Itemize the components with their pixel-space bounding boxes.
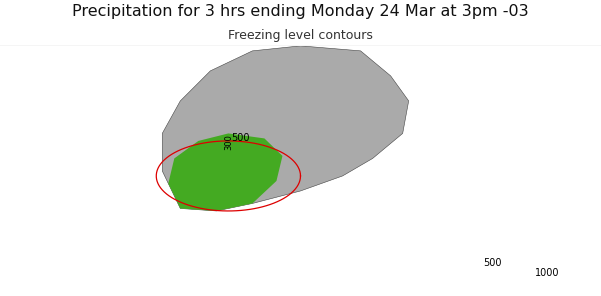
Text: 300: 300	[224, 135, 233, 150]
Text: 500: 500	[231, 133, 249, 143]
Text: Precipitation for 3 hrs ending Monday 24 Mar at 3pm -03: Precipitation for 3 hrs ending Monday 24…	[72, 4, 529, 19]
Polygon shape	[168, 133, 282, 211]
Text: Freezing level contours: Freezing level contours	[228, 29, 373, 42]
Text: 1000: 1000	[535, 268, 559, 278]
Text: 500: 500	[484, 258, 502, 268]
Polygon shape	[162, 46, 409, 211]
